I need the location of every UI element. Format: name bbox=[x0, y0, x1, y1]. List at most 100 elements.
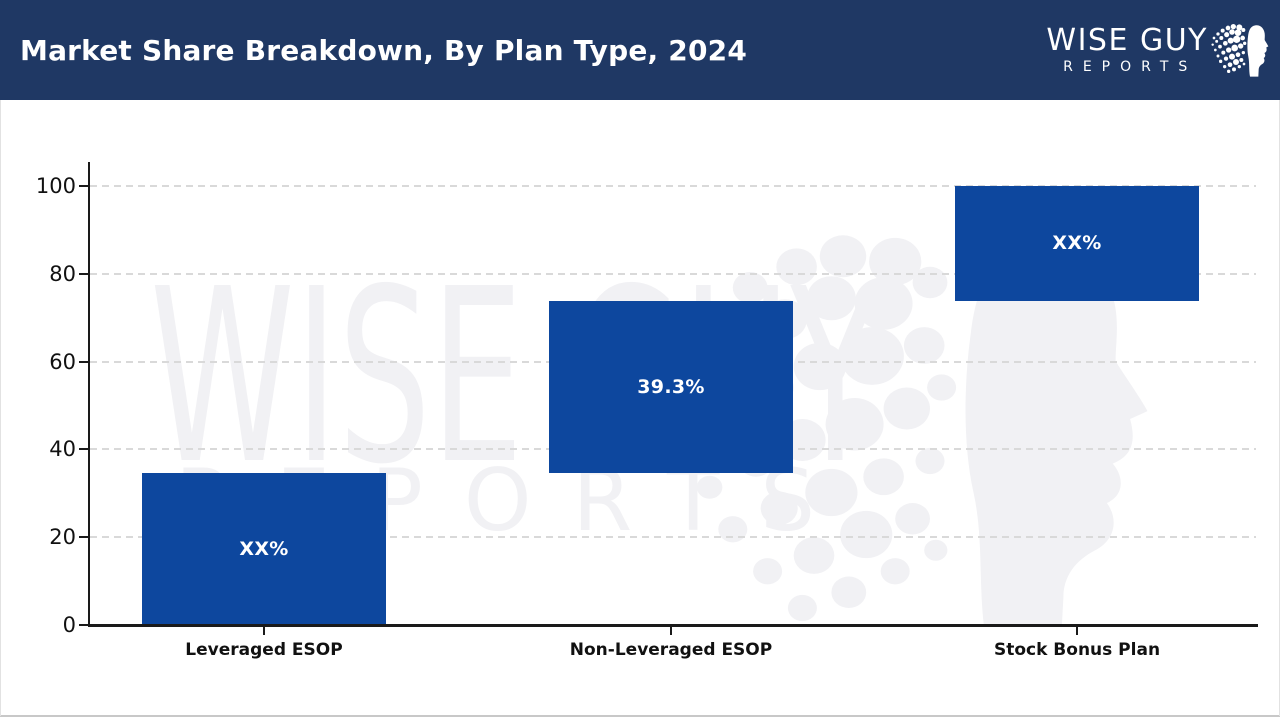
head-dot bbox=[1227, 69, 1231, 73]
head-dot bbox=[793, 342, 846, 391]
x-axis-tick bbox=[670, 627, 672, 635]
head-dot bbox=[1219, 36, 1224, 40]
head-dot bbox=[787, 594, 817, 622]
head-dot bbox=[1231, 44, 1238, 52]
head-dot bbox=[1223, 56, 1229, 61]
head-dot bbox=[831, 576, 867, 608]
x-axis-spine bbox=[88, 624, 1258, 627]
head-dot bbox=[1220, 28, 1225, 33]
head-dot bbox=[854, 277, 913, 330]
head-dot bbox=[1241, 51, 1245, 55]
x-axis-tick bbox=[1076, 627, 1078, 635]
head-dot bbox=[1215, 39, 1219, 43]
head-dot bbox=[1223, 65, 1227, 69]
y-axis-tick bbox=[79, 360, 89, 363]
y-axis-tick bbox=[79, 536, 89, 539]
head-dot bbox=[732, 272, 768, 304]
head-dot bbox=[1225, 25, 1231, 31]
head-dot bbox=[805, 468, 858, 517]
head-dot bbox=[1232, 67, 1236, 72]
dotted-head-icon bbox=[1211, 24, 1269, 77]
bar-value-label: XX% bbox=[239, 538, 289, 561]
head-dot bbox=[1211, 43, 1214, 46]
logo-wordmark: WISE GUY bbox=[1046, 23, 1208, 59]
x-axis-category-label: Stock Bonus Plan bbox=[993, 640, 1161, 660]
bottom-rule bbox=[0, 715, 1280, 717]
y-axis-tick-label: 100 bbox=[35, 174, 76, 198]
chart-title: Market Share Breakdown, By Plan Type, 20… bbox=[20, 33, 748, 67]
head-dot bbox=[1241, 28, 1246, 32]
y-axis-tick bbox=[79, 448, 89, 451]
head-dot bbox=[924, 539, 948, 561]
head-dot bbox=[760, 491, 798, 526]
y-axis-spine bbox=[88, 162, 90, 626]
head-dot bbox=[1243, 41, 1247, 45]
head-dot bbox=[863, 458, 904, 496]
head-dot bbox=[1224, 32, 1230, 38]
head-dot bbox=[1237, 65, 1241, 69]
head-dot bbox=[1242, 62, 1246, 66]
head-dot bbox=[1216, 32, 1220, 36]
head-dot bbox=[1239, 58, 1244, 62]
head-dot bbox=[1227, 62, 1233, 67]
head-dot bbox=[1214, 48, 1217, 52]
x-axis-category-label: Non-Leveraged ESOP bbox=[569, 640, 773, 660]
head-dot bbox=[1234, 29, 1242, 36]
head-dot bbox=[1219, 59, 1223, 63]
head-dot bbox=[840, 327, 904, 385]
head-dot bbox=[915, 447, 945, 475]
head-dot bbox=[912, 266, 948, 299]
head-dot bbox=[718, 516, 748, 543]
head-dot bbox=[793, 537, 835, 574]
head-dot bbox=[927, 374, 957, 401]
head-dot bbox=[1230, 24, 1236, 30]
head-dot bbox=[1229, 29, 1235, 35]
head-dot bbox=[696, 475, 723, 499]
y-axis-tick-label: 0 bbox=[62, 613, 76, 637]
gridline bbox=[90, 272, 1256, 275]
bar-segment: XX% bbox=[955, 186, 1199, 301]
head-dot bbox=[776, 248, 817, 286]
head-dot bbox=[1221, 50, 1226, 55]
head-dot bbox=[1226, 47, 1232, 53]
y-axis-tick-label: 20 bbox=[49, 525, 76, 550]
head-dot bbox=[1233, 59, 1239, 65]
y-axis-tick-label: 80 bbox=[49, 261, 76, 286]
y-axis-tick bbox=[79, 272, 89, 275]
left-edge-line bbox=[0, 100, 1, 716]
y-axis-tick bbox=[79, 624, 89, 626]
wise-guy-logo: WISE GUY REPORTS bbox=[1046, 11, 1270, 89]
y-axis-tick-label: 60 bbox=[49, 349, 76, 374]
head-dot bbox=[880, 558, 910, 585]
head-dot bbox=[1235, 52, 1241, 57]
bar-segment: 39.3% bbox=[549, 300, 793, 474]
head-dot bbox=[903, 327, 945, 364]
head-profile bbox=[1247, 25, 1269, 77]
head-dot bbox=[840, 510, 893, 559]
y-axis-tick-label: 40 bbox=[49, 437, 76, 462]
logo-subtitle: REPORTS bbox=[1063, 58, 1198, 75]
logo-text: WISE GUY REPORTS bbox=[1046, 25, 1208, 75]
gridline bbox=[90, 536, 1256, 539]
x-axis-tick bbox=[263, 627, 265, 635]
head-dot bbox=[1240, 35, 1245, 41]
gridline bbox=[90, 185, 1256, 187]
head-dot bbox=[1227, 37, 1234, 44]
header-band: Market Share Breakdown, By Plan Type, 20… bbox=[0, 0, 1280, 100]
head-dot bbox=[1223, 41, 1228, 46]
head-dot bbox=[1236, 24, 1243, 31]
bar-segment: XX% bbox=[142, 473, 386, 625]
bar-value-label: XX% bbox=[1052, 232, 1102, 255]
head-dot bbox=[1238, 43, 1244, 49]
head-dot bbox=[1216, 54, 1220, 58]
head-dot bbox=[883, 387, 930, 430]
head-dot bbox=[1233, 35, 1241, 43]
head-dot bbox=[807, 276, 856, 321]
head-dot bbox=[1229, 53, 1235, 60]
head-dot bbox=[753, 558, 783, 585]
head-profile bbox=[965, 245, 1148, 625]
bar-value-label: 39.3% bbox=[637, 375, 705, 398]
x-axis-category-label: Leveraged ESOP bbox=[185, 640, 343, 660]
head-dot bbox=[1218, 44, 1222, 49]
head-dot bbox=[895, 503, 930, 535]
